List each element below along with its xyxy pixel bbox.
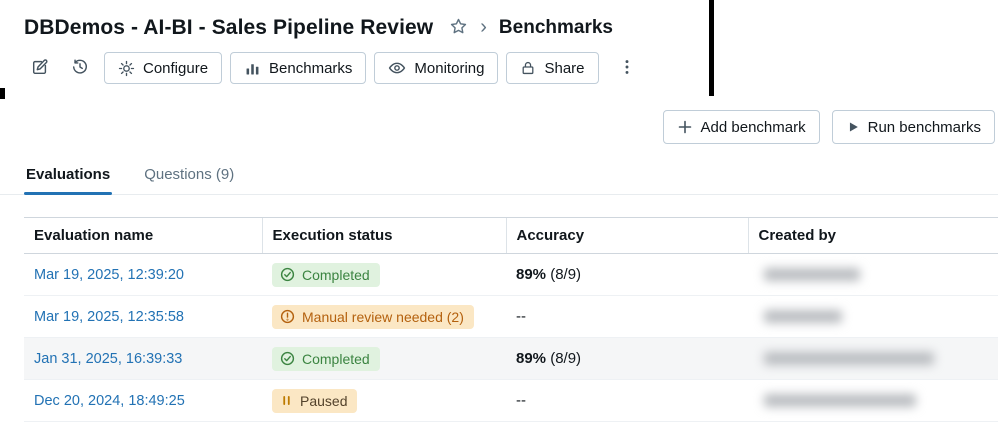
column-header-created-by[interactable]: Created by (747, 217, 998, 254)
column-header-accuracy[interactable]: Accuracy (505, 217, 748, 254)
share-label: Share (544, 59, 585, 77)
add-benchmark-label: Add benchmark (700, 118, 806, 136)
breadcrumb-chevron-icon: › (480, 16, 487, 38)
redacted-author (764, 268, 860, 281)
gear-icon (118, 60, 135, 77)
pencil-square-icon (31, 58, 49, 79)
status-label: Completed (302, 266, 370, 283)
history-icon (71, 58, 89, 79)
history-button[interactable] (64, 52, 96, 84)
monitoring-button[interactable]: Monitoring (374, 52, 499, 84)
status-label: Paused (300, 392, 348, 409)
configure-label: Configure (143, 59, 209, 77)
bar-chart-icon (244, 60, 261, 77)
created-by-cell (748, 295, 998, 338)
kebab-menu-icon (618, 58, 636, 79)
add-benchmark-button[interactable]: Add benchmark (662, 110, 820, 144)
run-benchmarks-button[interactable]: Run benchmarks (831, 110, 995, 144)
status-badge: Manual review needed (2) (272, 304, 474, 329)
table-row[interactable]: Dec 20, 2024, 18:49:25 Paused -- (24, 379, 998, 422)
tab-questions[interactable]: Questions (9) (144, 166, 235, 183)
status-label: Completed (302, 350, 370, 367)
redacted-author (764, 310, 842, 323)
created-by-cell (748, 379, 998, 422)
screenshot-artifact-notch (0, 88, 5, 99)
play-icon (846, 120, 860, 134)
accuracy-cell: 89% (8/9) (506, 253, 748, 296)
check-circle-icon (280, 351, 295, 366)
evaluation-name-link[interactable]: Jan 31, 2025, 16:39:33 (34, 351, 183, 367)
status-badge: Paused (272, 388, 358, 413)
evaluations-table-body: Mar 19, 2025, 12:39:20 Completed 89% (8/9)… (24, 253, 998, 422)
favorite-star-button[interactable] (449, 17, 468, 39)
table-row[interactable]: Mar 19, 2025, 12:35:58 Manual review need… (24, 295, 998, 338)
accuracy-cell: -- (506, 379, 748, 422)
star-icon (449, 17, 468, 39)
eye-icon (388, 59, 406, 77)
benchmarks-label: Benchmarks (269, 59, 353, 77)
evaluation-name-link[interactable]: Mar 19, 2025, 12:39:20 (34, 267, 184, 283)
evaluation-name-link[interactable]: Mar 19, 2025, 12:35:58 (34, 309, 184, 325)
column-header-evaluation-name[interactable]: Evaluation name (24, 217, 262, 254)
share-button[interactable]: Share (506, 52, 599, 84)
configure-button[interactable]: Configure (104, 52, 223, 84)
monitoring-label: Monitoring (414, 59, 485, 77)
created-by-cell (748, 337, 998, 380)
tab-evaluations[interactable]: Evaluations (24, 158, 113, 195)
created-by-cell (748, 253, 998, 296)
lock-icon (520, 60, 536, 76)
table-header-row: Evaluation name Execution status Accurac… (24, 217, 998, 254)
accuracy-cell: 89% (8/9) (506, 337, 748, 380)
table-row[interactable]: Mar 19, 2025, 12:39:20 Completed 89% (8/9) (24, 253, 998, 296)
screenshot-artifact-vertical-line (709, 0, 714, 96)
tab-bar: Evaluations Questions (9) (0, 158, 998, 195)
pause-icon (280, 394, 293, 407)
toolbar: Configure Benchmarks Monitoring Share (0, 40, 998, 84)
accuracy-cell: -- (506, 295, 748, 338)
evaluations-table: Evaluation name Execution status Accurac… (24, 217, 998, 422)
benchmarks-button[interactable]: Benchmarks (230, 52, 367, 84)
check-circle-icon (280, 267, 295, 282)
edit-button[interactable] (24, 52, 56, 84)
page-title: DBDemos - AI-BI - Sales Pipeline Review (24, 16, 434, 39)
evaluation-name-link[interactable]: Dec 20, 2024, 18:49:25 (34, 393, 185, 409)
table-row[interactable]: Jan 31, 2025, 16:39:33 Completed 89% (8/9) (24, 337, 998, 380)
alert-circle-icon (280, 309, 295, 324)
column-header-execution-status[interactable]: Execution status (261, 217, 506, 254)
status-label: Manual review needed (2) (302, 308, 464, 325)
redacted-author (764, 394, 916, 407)
status-badge: Completed (272, 346, 380, 371)
status-badge: Completed (272, 262, 380, 287)
plus-icon (677, 119, 693, 135)
overflow-menu-button[interactable] (611, 52, 643, 84)
page-header: DBDemos - AI-BI - Sales Pipeline Review … (0, 0, 998, 40)
benchmark-actions: Add benchmark Run benchmarks (0, 84, 998, 144)
redacted-author (764, 352, 934, 365)
run-benchmarks-label: Run benchmarks (867, 118, 981, 136)
breadcrumb-current: Benchmarks (498, 17, 613, 38)
